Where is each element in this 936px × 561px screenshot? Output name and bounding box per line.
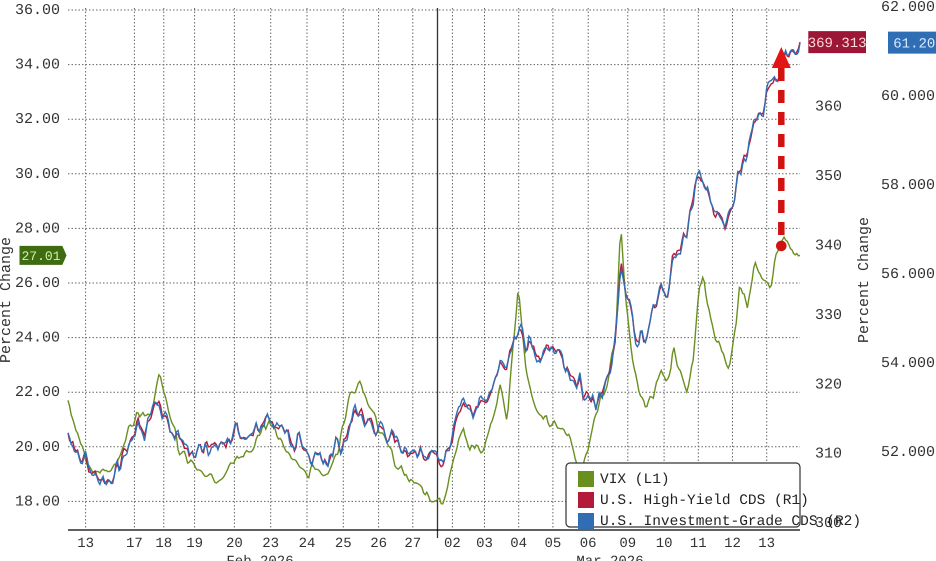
svg-text:Feb 2026: Feb 2026 <box>226 554 293 561</box>
svg-text:03: 03 <box>476 536 493 552</box>
svg-text:12: 12 <box>724 536 741 552</box>
svg-text:17: 17 <box>126 536 143 552</box>
svg-text:24: 24 <box>299 536 316 552</box>
svg-text:U.S. High-Yield CDS (R1): U.S. High-Yield CDS (R1) <box>600 493 809 509</box>
svg-text:13: 13 <box>77 536 94 552</box>
svg-text:360: 360 <box>815 99 842 116</box>
svg-text:52.000: 52.000 <box>881 444 935 461</box>
svg-text:20.00: 20.00 <box>15 439 60 456</box>
svg-text:11: 11 <box>690 536 707 552</box>
svg-text:34.00: 34.00 <box>15 57 60 74</box>
svg-text:20: 20 <box>226 536 243 552</box>
svg-text:350: 350 <box>815 168 842 185</box>
svg-text:04: 04 <box>510 536 527 552</box>
svg-text:18: 18 <box>155 536 172 552</box>
svg-text:61.201: 61.201 <box>893 36 936 52</box>
svg-text:369.313: 369.313 <box>808 36 867 52</box>
svg-text:06: 06 <box>580 536 597 552</box>
svg-text:02: 02 <box>444 536 461 552</box>
svg-text:310: 310 <box>815 446 842 463</box>
svg-text:09: 09 <box>619 536 636 552</box>
svg-text:U.S. Investment-Grade CDS (R2): U.S. Investment-Grade CDS (R2) <box>600 514 861 530</box>
svg-text:10: 10 <box>656 536 673 552</box>
svg-text:18.00: 18.00 <box>15 493 60 510</box>
svg-text:19: 19 <box>186 536 203 552</box>
svg-text:330: 330 <box>815 307 842 324</box>
svg-text:340: 340 <box>815 237 842 254</box>
svg-text:VIX (L1): VIX (L1) <box>600 472 670 488</box>
svg-text:56.000: 56.000 <box>881 266 935 283</box>
svg-text:62.000: 62.000 <box>881 0 935 16</box>
svg-text:36.00: 36.00 <box>15 2 60 19</box>
svg-text:24.00: 24.00 <box>15 330 60 347</box>
svg-text:25: 25 <box>335 536 352 552</box>
svg-text:58.000: 58.000 <box>881 177 935 194</box>
svg-text:28.00: 28.00 <box>15 220 60 237</box>
svg-text:30.00: 30.00 <box>15 166 60 183</box>
svg-text:27.01: 27.01 <box>21 249 60 264</box>
svg-text:13: 13 <box>758 536 775 552</box>
svg-text:Mar 2026: Mar 2026 <box>576 554 643 561</box>
svg-text:26: 26 <box>370 536 387 552</box>
svg-text:Percent Change: Percent Change <box>856 217 873 343</box>
svg-text:60.000: 60.000 <box>881 88 935 105</box>
svg-text:05: 05 <box>544 536 561 552</box>
svg-text:26.00: 26.00 <box>15 275 60 292</box>
svg-text:32.00: 32.00 <box>15 111 60 128</box>
svg-text:22.00: 22.00 <box>15 384 60 401</box>
svg-text:Percent Change: Percent Change <box>0 237 15 363</box>
svg-text:27: 27 <box>404 536 421 552</box>
svg-text:23: 23 <box>262 536 279 552</box>
svg-text:54.000: 54.000 <box>881 355 935 372</box>
svg-text:320: 320 <box>815 376 842 393</box>
